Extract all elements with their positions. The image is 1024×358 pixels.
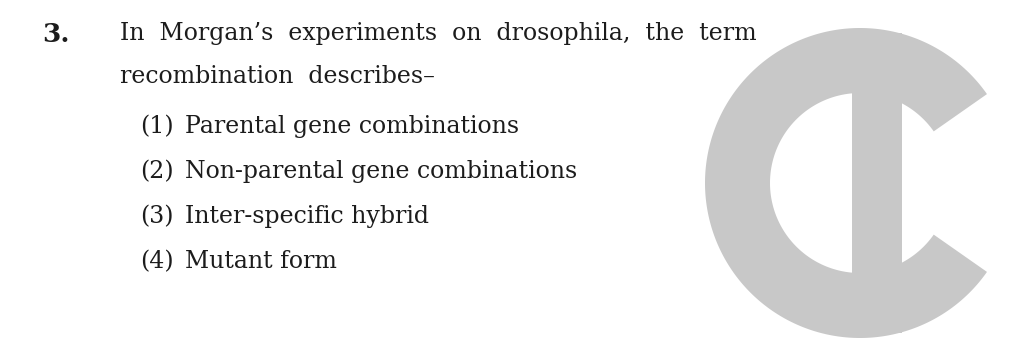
Text: (3): (3) <box>140 205 173 228</box>
Text: 3.: 3. <box>42 22 70 47</box>
Text: recombination  describes–: recombination describes– <box>120 65 435 88</box>
Polygon shape <box>852 33 902 333</box>
Text: (4): (4) <box>140 250 174 273</box>
Polygon shape <box>912 59 920 101</box>
Text: Inter-specific hybrid: Inter-specific hybrid <box>185 205 429 228</box>
Polygon shape <box>705 28 987 338</box>
Text: Mutant form: Mutant form <box>185 250 337 273</box>
Text: (2): (2) <box>140 160 174 183</box>
Text: Non-parental gene combinations: Non-parental gene combinations <box>185 160 578 183</box>
Text: Parental gene combinations: Parental gene combinations <box>185 115 519 138</box>
Text: (1): (1) <box>140 115 174 138</box>
Text: In  Morgan’s  experiments  on  drosophila,  the  term: In Morgan’s experiments on drosophila, t… <box>120 22 757 45</box>
